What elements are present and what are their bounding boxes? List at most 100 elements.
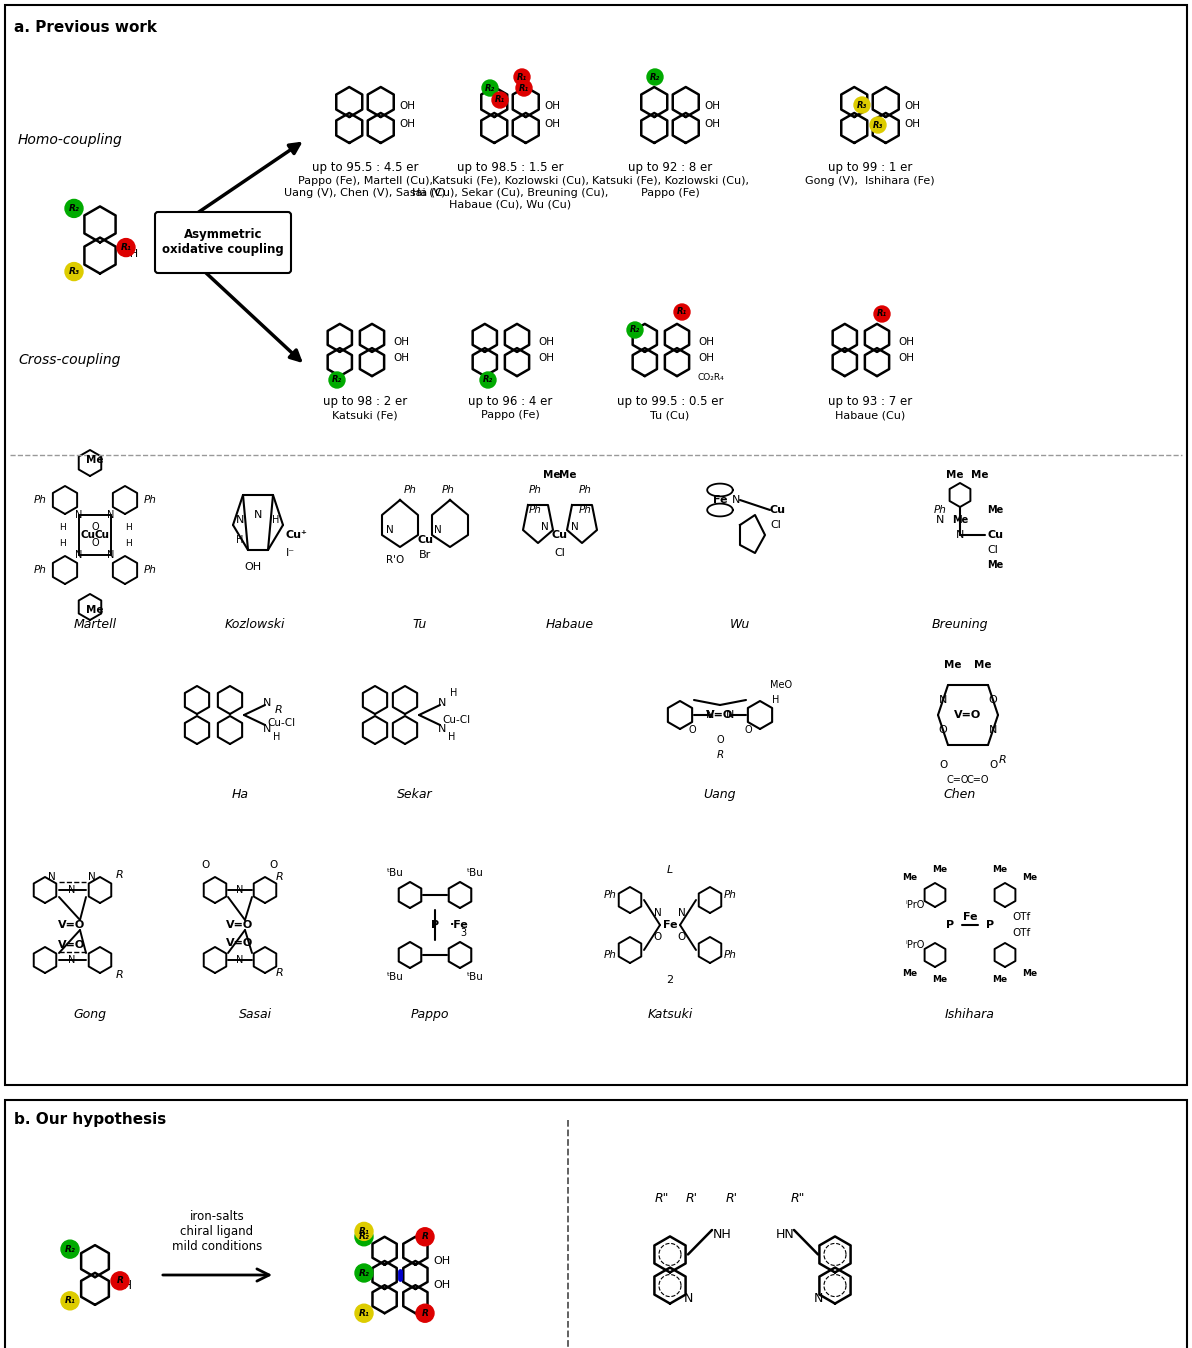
Text: up to 98.5 : 1.5 er: up to 98.5 : 1.5 er bbox=[457, 160, 564, 174]
Text: Cl: Cl bbox=[770, 520, 781, 530]
Text: O: O bbox=[91, 538, 99, 549]
Text: R₁: R₁ bbox=[877, 310, 887, 318]
Text: R₂: R₂ bbox=[64, 1244, 75, 1254]
Text: R₂: R₂ bbox=[629, 325, 640, 334]
Text: Chen: Chen bbox=[944, 789, 976, 801]
Text: Me: Me bbox=[86, 605, 104, 615]
Circle shape bbox=[874, 306, 890, 322]
Text: Gong: Gong bbox=[74, 1008, 106, 1020]
Text: C=O: C=O bbox=[946, 775, 969, 785]
Text: OH: OH bbox=[434, 1256, 451, 1266]
Text: L: L bbox=[666, 865, 673, 875]
Text: OH: OH bbox=[399, 119, 416, 129]
Text: N: N bbox=[726, 710, 734, 720]
Text: H: H bbox=[58, 523, 66, 531]
Text: Ph: Ph bbox=[143, 495, 156, 506]
Text: Ph: Ph bbox=[603, 890, 616, 900]
Circle shape bbox=[870, 117, 886, 133]
Text: H: H bbox=[273, 732, 280, 741]
Text: N: N bbox=[68, 954, 75, 965]
Circle shape bbox=[647, 69, 663, 85]
Text: Sasai: Sasai bbox=[238, 1008, 272, 1020]
Text: Me: Me bbox=[932, 976, 948, 984]
Circle shape bbox=[516, 80, 532, 96]
Circle shape bbox=[66, 200, 83, 217]
Text: up to 92 : 8 er: up to 92 : 8 er bbox=[628, 160, 712, 174]
Text: N: N bbox=[88, 872, 95, 882]
Text: R₁: R₁ bbox=[359, 1227, 370, 1236]
Text: H: H bbox=[451, 687, 458, 698]
Circle shape bbox=[117, 239, 135, 256]
Text: H: H bbox=[58, 538, 66, 547]
Text: Me: Me bbox=[1023, 968, 1037, 977]
Text: Ishihara: Ishihara bbox=[945, 1008, 995, 1020]
Text: N: N bbox=[654, 909, 662, 918]
Text: OH: OH bbox=[399, 101, 416, 111]
Text: N: N bbox=[107, 550, 114, 559]
Text: Ph: Ph bbox=[578, 506, 591, 515]
Text: Homo-coupling: Homo-coupling bbox=[18, 133, 123, 147]
Text: V=O: V=O bbox=[58, 940, 86, 950]
Text: ᵗBu: ᵗBu bbox=[386, 972, 403, 981]
Text: R₃: R₃ bbox=[69, 267, 80, 276]
Text: R: R bbox=[277, 872, 284, 882]
Text: V=O: V=O bbox=[955, 710, 982, 720]
Text: V=O: V=O bbox=[58, 919, 86, 930]
Text: Breuning: Breuning bbox=[932, 617, 988, 631]
Text: Me: Me bbox=[993, 976, 1007, 984]
Text: R₁: R₁ bbox=[359, 1309, 370, 1318]
Text: OH: OH bbox=[905, 119, 920, 129]
Text: Br: Br bbox=[418, 550, 432, 559]
Text: b. Our hypothesis: b. Our hypothesis bbox=[14, 1112, 166, 1127]
Text: Habaue: Habaue bbox=[546, 617, 594, 631]
Text: N: N bbox=[956, 530, 964, 541]
Text: up to 99 : 1 er: up to 99 : 1 er bbox=[827, 160, 912, 174]
Text: R": R" bbox=[790, 1192, 805, 1205]
Text: Katsuki (Fe), Kozlowski (Cu),
Pappo (Fe): Katsuki (Fe), Kozlowski (Cu), Pappo (Fe) bbox=[591, 177, 749, 198]
Text: N: N bbox=[48, 872, 56, 882]
Circle shape bbox=[853, 97, 870, 113]
Text: V=O: V=O bbox=[226, 938, 254, 948]
Text: up to 95.5 : 4.5 er: up to 95.5 : 4.5 er bbox=[312, 160, 418, 174]
Circle shape bbox=[111, 1273, 129, 1290]
Text: Me: Me bbox=[987, 559, 1004, 570]
Text: R: R bbox=[116, 869, 124, 880]
Circle shape bbox=[61, 1240, 79, 1258]
Text: R: R bbox=[716, 749, 724, 760]
Circle shape bbox=[416, 1305, 434, 1322]
Text: Ha: Ha bbox=[231, 789, 248, 801]
Text: CO₂R₄: CO₂R₄ bbox=[699, 373, 725, 383]
Text: N: N bbox=[263, 724, 272, 735]
Text: OH: OH bbox=[545, 101, 560, 111]
Text: Martell: Martell bbox=[74, 617, 117, 631]
Text: N: N bbox=[437, 698, 446, 708]
Circle shape bbox=[480, 372, 496, 388]
Text: Me: Me bbox=[971, 470, 988, 480]
Circle shape bbox=[673, 305, 690, 319]
Circle shape bbox=[66, 263, 83, 280]
Text: R'O: R'O bbox=[386, 555, 404, 565]
Text: R₃: R₃ bbox=[873, 120, 883, 129]
Text: O: O bbox=[688, 725, 696, 735]
Text: N: N bbox=[236, 886, 243, 895]
Text: up to 98 : 2 er: up to 98 : 2 er bbox=[323, 395, 408, 408]
Text: Ph: Ph bbox=[724, 950, 737, 960]
Text: Katsuki: Katsuki bbox=[647, 1008, 693, 1020]
Text: R₂: R₂ bbox=[69, 204, 80, 213]
Circle shape bbox=[355, 1264, 373, 1282]
Text: R₂: R₂ bbox=[331, 376, 342, 384]
Text: N: N bbox=[107, 510, 114, 520]
Text: Ph: Ph bbox=[933, 506, 946, 515]
Text: up to 93 : 7 er: up to 93 : 7 er bbox=[828, 395, 912, 408]
Bar bbox=[5, 1100, 1187, 1348]
Text: Ph: Ph bbox=[528, 485, 541, 495]
Text: Cu: Cu bbox=[81, 530, 95, 541]
Text: Gong (V),  Ishihara (Fe): Gong (V), Ishihara (Fe) bbox=[805, 177, 935, 186]
Text: N: N bbox=[732, 495, 740, 506]
Text: Cu-Cl: Cu-Cl bbox=[267, 718, 296, 728]
Text: OH: OH bbox=[704, 101, 720, 111]
Text: Cu: Cu bbox=[770, 506, 786, 515]
Text: N: N bbox=[571, 522, 579, 532]
Text: up to 99.5 : 0.5 er: up to 99.5 : 0.5 er bbox=[616, 395, 724, 408]
Circle shape bbox=[329, 372, 344, 388]
